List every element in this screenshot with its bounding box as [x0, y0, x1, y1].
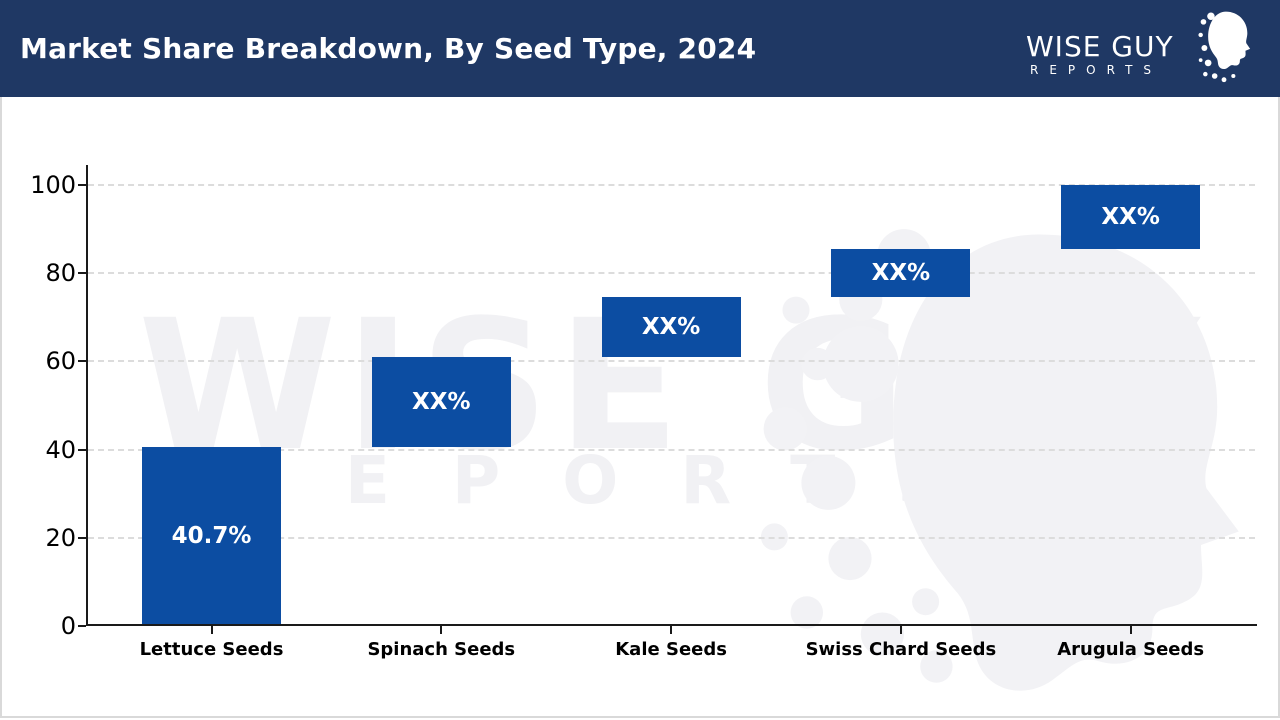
xtick-label: Lettuce Seeds: [139, 639, 284, 660]
xtick-mark: [899, 626, 902, 634]
xtick-label: Swiss Chard Seeds: [805, 639, 997, 660]
bar-segment: XX%: [601, 297, 741, 357]
x-axis-spine: [86, 624, 1257, 626]
xtick-mark: [440, 626, 443, 634]
ytick-label-0: 0: [60, 612, 76, 640]
page-title: Market Share Breakdown, By Seed Type, 20…: [20, 32, 757, 65]
logo-wordmark: WISE GUY: [1026, 30, 1174, 63]
logo-head-icon: [1198, 11, 1251, 83]
gridline-y-20: [88, 536, 1255, 539]
gridline-y-80: [88, 272, 1255, 275]
xtick-label: Spinach Seeds: [367, 639, 516, 660]
ytick-label-40: 40: [45, 435, 76, 464]
bar-value-label: XX%: [1101, 203, 1160, 230]
ytick-mark-60: [78, 360, 86, 363]
bar-value-label: 40.7%: [171, 523, 252, 550]
bar-value-label: XX%: [871, 260, 931, 287]
ytick-mark-100: [78, 184, 86, 186]
bar-segment: 40.7%: [142, 446, 281, 626]
ytick-mark-40: [78, 448, 86, 451]
wise-guy-reports-logo: WISE GUY REPORTS: [1026, 0, 1266, 97]
xtick-label: Kale Seeds: [615, 639, 727, 660]
gridline-y-60: [88, 360, 1255, 363]
gridline-y-100: [88, 184, 1255, 186]
xtick-mark: [1129, 626, 1132, 634]
xtick-mark: [210, 626, 213, 634]
ytick-mark-0: [78, 625, 86, 627]
gridline-y-40: [88, 448, 1255, 451]
bar-segment: XX%: [371, 356, 511, 447]
y-axis-spine: [86, 165, 88, 626]
xtick-mark: [670, 626, 673, 634]
bar-value-label: XX%: [412, 388, 471, 415]
ytick-label-80: 80: [45, 259, 76, 288]
header-bar: Market Share Breakdown, By Seed Type, 20…: [0, 0, 1280, 97]
ytick-label-100: 100: [30, 171, 76, 199]
bar-segment: XX%: [1061, 185, 1201, 249]
xtick-label: Arugula Seeds: [1057, 639, 1205, 660]
bar-value-label: XX%: [641, 314, 701, 341]
ytick-label-20: 20: [45, 523, 76, 552]
bar-segment: XX%: [831, 248, 971, 298]
watermark-text-line2: REPORTS: [232, 442, 1007, 519]
logo-subtitle: REPORTS: [1030, 63, 1163, 77]
ytick-label-60: 60: [45, 347, 76, 376]
ytick-mark-80: [78, 272, 86, 275]
ytick-mark-20: [78, 536, 86, 539]
